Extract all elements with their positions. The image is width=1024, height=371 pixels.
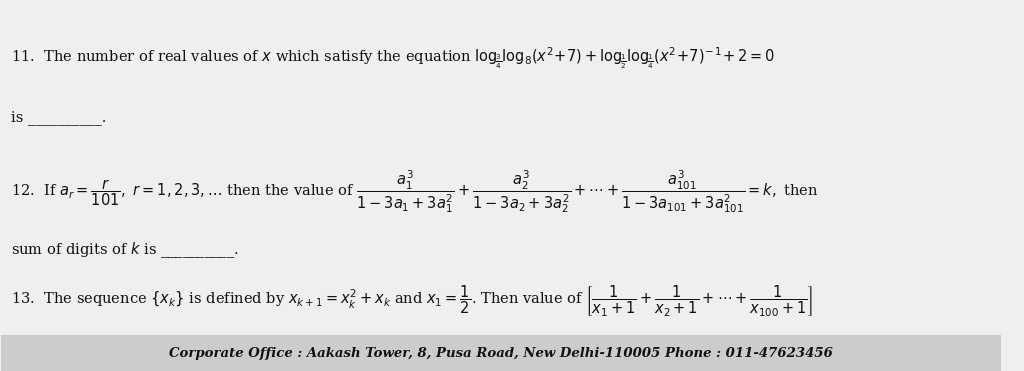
Text: (where [.] denotes the greatest integer function) is __________.: (where [.] denotes the greatest integer … bbox=[11, 346, 472, 361]
Text: sum of digits of $k$ is __________.: sum of digits of $k$ is __________. bbox=[11, 241, 239, 260]
FancyBboxPatch shape bbox=[1, 335, 1000, 371]
Text: 12.  If $a_r=\dfrac{r}{101},\ r=1,2,3,\ldots$ then the value of $\dfrac{a_1^3}{1: 12. If $a_r=\dfrac{r}{101},\ r=1,2,3,\ld… bbox=[11, 168, 819, 215]
Text: Corporate Office : Aakash Tower, 8, Pusa Road, New Delhi-110005 Phone : 011-4762: Corporate Office : Aakash Tower, 8, Pusa… bbox=[169, 347, 833, 359]
Text: 11.  The number of real values of $x$ which satisfy the equation $\log_{\!\frac{: 11. The number of real values of $x$ whi… bbox=[11, 45, 775, 70]
Text: 13.  The sequence $\{x_k\}$ is defined by $x_{k+1}=x_k^2+x_k$ and $x_1=\dfrac{1}: 13. The sequence $\{x_k\}$ is defined by… bbox=[11, 284, 813, 319]
Text: is __________.: is __________. bbox=[11, 110, 106, 125]
